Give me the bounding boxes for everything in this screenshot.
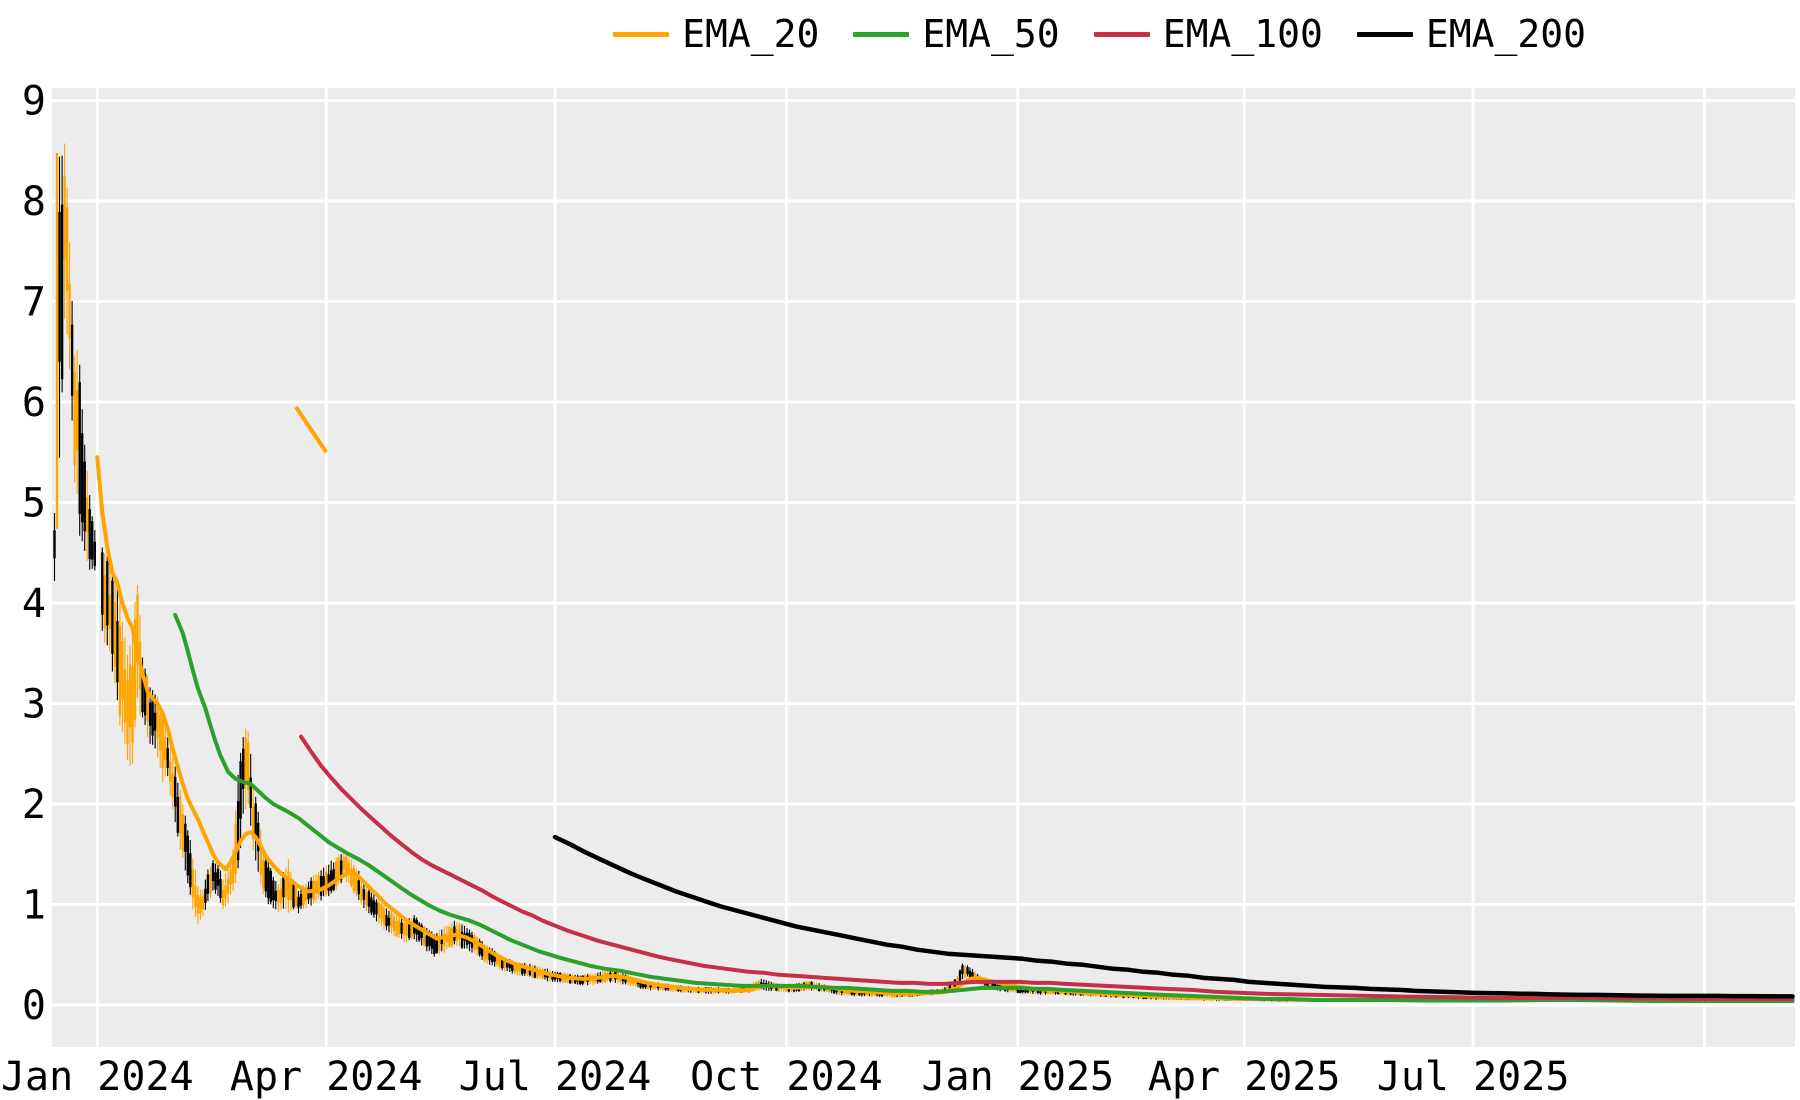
x-tick-label: Apr 2025 [1148, 1054, 1341, 1100]
x-tick-label: Jul 2025 [1377, 1054, 1570, 1100]
legend-swatch-icon [613, 31, 670, 37]
y-tick-label: 8 [22, 179, 46, 225]
legend-label: EMA_200 [1425, 12, 1586, 56]
x-tick-label: Jan 2024 [1, 1054, 194, 1100]
legend-item-ema_200: EMA_200 [1356, 12, 1586, 56]
y-tick-label: 2 [22, 782, 46, 828]
legend-label: EMA_50 [922, 12, 1060, 56]
y-tick-label: 3 [22, 682, 46, 728]
legend-swatch-icon [853, 31, 910, 37]
gridlines [52, 88, 1795, 1047]
legend-item-ema_50: EMA_50 [853, 12, 1060, 56]
x-tick-label: Jan 2025 [921, 1054, 1114, 1100]
x-tick-labels: Jan 2024 Apr 2024 Jul 2024 Oct 2024 Jan 2025… [1, 1054, 1569, 1100]
y-tick-label: 7 [22, 280, 46, 326]
x-tick-label: Apr 2024 [230, 1054, 423, 1100]
ema_200-line [552, 834, 1795, 999]
y-tick-label: 6 [22, 380, 46, 426]
y-tick-label: 0 [22, 983, 46, 1029]
y-tick-labels: 0 1 2 3 4 5 6 7 8 9 [22, 79, 46, 1030]
legend-swatch-icon [1093, 31, 1150, 37]
legend-label: EMA_100 [1162, 12, 1323, 56]
y-tick-label: 1 [22, 883, 46, 929]
x-tick-label: Oct 2024 [690, 1054, 883, 1100]
ema_100-line [299, 734, 1795, 1001]
legend-item-ema_20: EMA_20 [613, 15, 819, 53]
ema_50-line [173, 613, 1795, 1003]
y-tick-label: 4 [22, 581, 46, 627]
plot-background [52, 88, 1795, 1047]
stray-orange-segment [294, 405, 328, 454]
legend-label: EMA_20 [682, 12, 820, 56]
x-tick-label: Jul 2024 [459, 1054, 652, 1100]
legend-item-ema_100: EMA_100 [1093, 12, 1323, 56]
legend-swatch-icon [1356, 31, 1413, 37]
chart-legend: EMA_20 EMA_50 EMA_100 EMA_200 [0, 8, 1586, 60]
y-tick-label: 9 [22, 79, 46, 125]
y-tick-label: 5 [22, 481, 46, 527]
